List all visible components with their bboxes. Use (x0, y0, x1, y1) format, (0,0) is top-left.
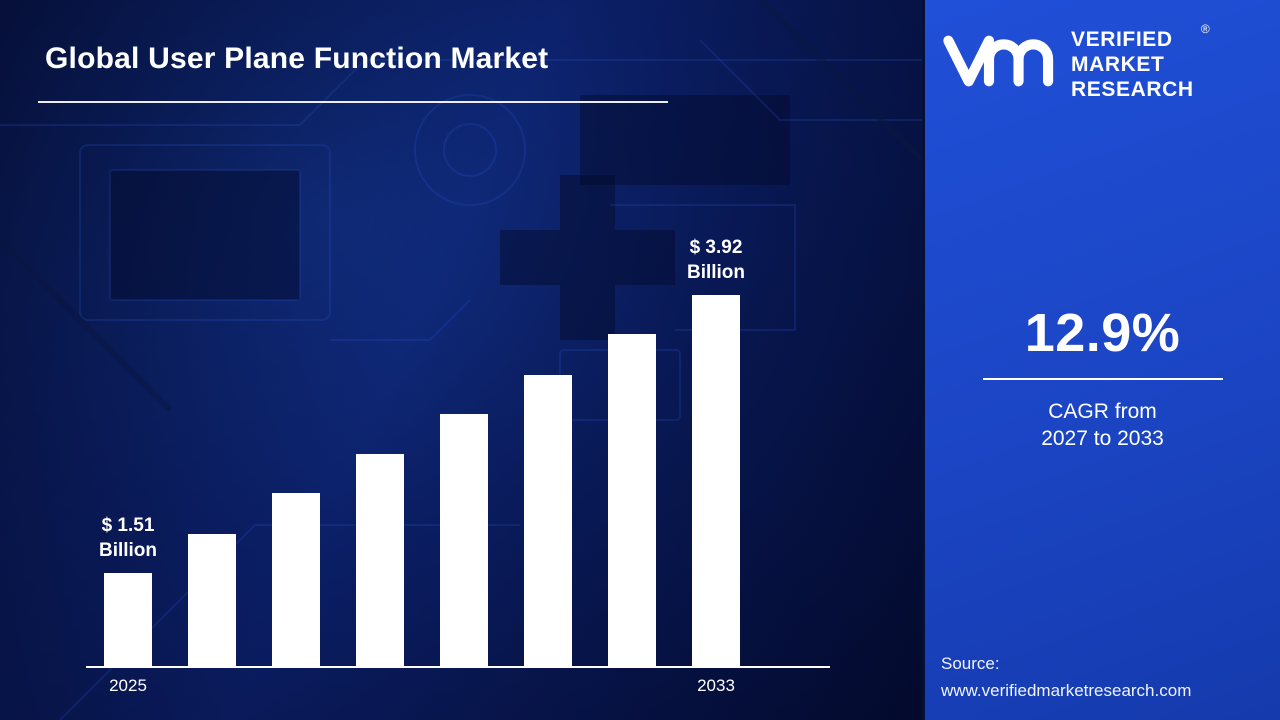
bar-column (524, 220, 572, 666)
bar-value-label: $ 3.92 Billion (686, 236, 746, 283)
cagr-caption-line2: 2027 to 2033 (1041, 427, 1164, 451)
bar (272, 493, 320, 666)
cagr-caption: CAGR from 2027 to 2033 (925, 398, 1280, 453)
bar-value-label: $ 1.51 Billion (98, 514, 158, 561)
chart-side: Global User Plane Function Market $ 1.51… (0, 0, 922, 720)
circuit-background-decoration (0, 39, 922, 720)
bar-column (272, 220, 320, 666)
bar-column (608, 220, 656, 666)
x-axis-label: 2025 (109, 676, 147, 695)
registered-trademark-icon: ® (1200, 22, 1210, 36)
info-panel: VERIFIED MARKET RESEARCH ® 12.9% CAGR fr… (922, 0, 1280, 720)
bar (104, 573, 152, 666)
bar-column (440, 220, 488, 666)
bar (188, 534, 236, 666)
cagr-caption-line1: CAGR from (1048, 400, 1157, 423)
vmr-logo-icon (943, 35, 1054, 87)
cagr-value: 12.9% (1024, 303, 1181, 363)
bar-column: $ 1.51 Billion 2025 (99, 220, 157, 695)
title-underline (38, 101, 668, 103)
bar-column (188, 220, 236, 666)
cagr-underline (982, 378, 1223, 380)
source-url: www.verifiedmarketresearch.com (941, 680, 1192, 700)
brand-line-market: MARKET (1071, 52, 1165, 76)
brand-line-research: RESEARCH (1071, 77, 1194, 101)
cagr-stat-block: 12.9% CAGR from 2027 to 2033 (925, 302, 1280, 453)
brand-block: VERIFIED MARKET RESEARCH ® (941, 22, 1210, 102)
bar (440, 414, 488, 666)
bar (692, 295, 740, 666)
brand-line-verified: VERIFIED (1071, 28, 1173, 51)
page-title: Global User Plane Function Market (45, 42, 549, 75)
bar (356, 454, 404, 666)
x-axis-label: 2033 (697, 676, 735, 695)
bar (524, 375, 572, 666)
source-label: Source: (941, 654, 1000, 674)
bar-chart: $ 1.51 Billion 2025 $ 3.92 Billion 2033 (86, 220, 830, 695)
bar (608, 334, 656, 666)
brand-name: VERIFIED MARKET RESEARCH (1071, 26, 1194, 102)
bar-column: $ 3.92 Billion 2033 (687, 220, 745, 695)
brand-text-wrap: VERIFIED MARKET RESEARCH ® (1071, 22, 1210, 102)
bar-column (356, 220, 404, 666)
source-block: Source: www.verifiedmarketresearch.com (941, 651, 1191, 704)
